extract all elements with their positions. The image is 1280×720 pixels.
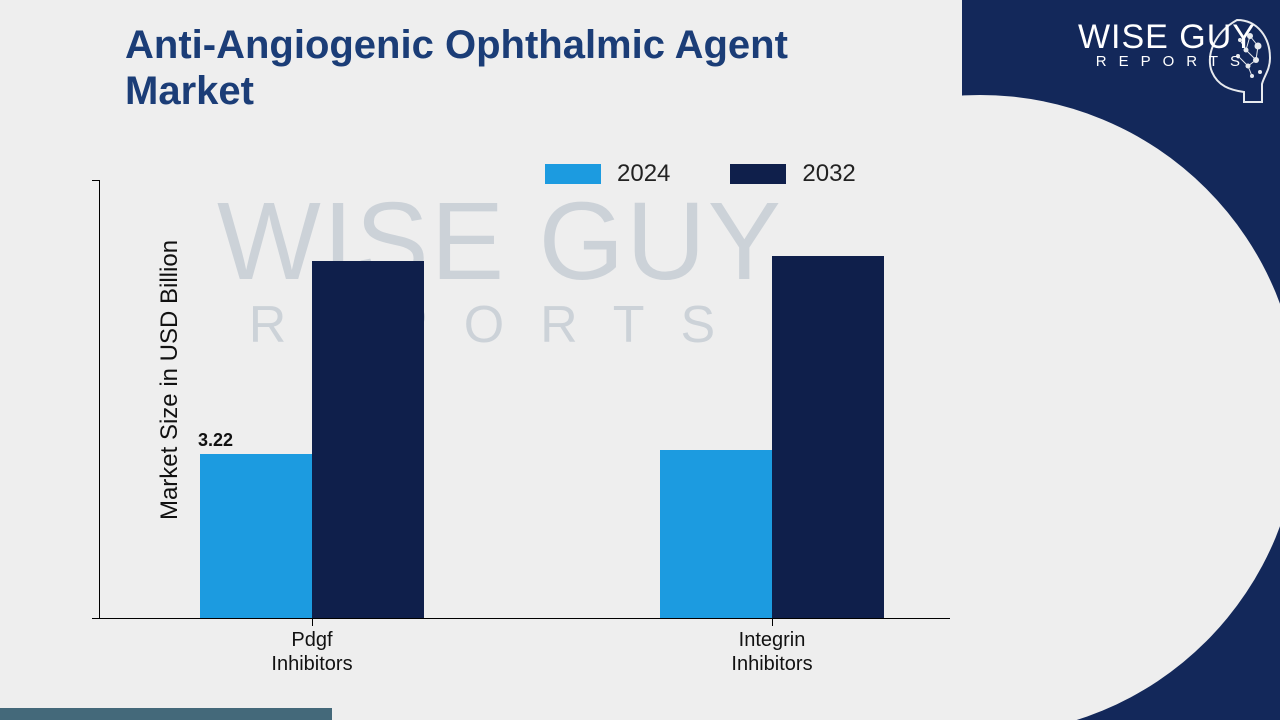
y-axis-tick-top bbox=[92, 180, 100, 181]
chart-title: Anti-Angiogenic Ophthalmic Agent Market bbox=[125, 22, 845, 114]
legend-item-2032: 2032 bbox=[730, 160, 855, 188]
category-label-0: PdgfInhibitors bbox=[232, 628, 392, 676]
bar bbox=[772, 256, 884, 618]
category-text-1: IntegrinInhibitors bbox=[731, 629, 812, 675]
category-tick-1 bbox=[772, 618, 773, 626]
chart-canvas: WISE GUY REPORTS Anti-Angiogenic Ophthal… bbox=[0, 0, 1280, 720]
y-axis-label: Market Size in USD Billion bbox=[156, 240, 184, 520]
category-text-0: PdgfInhibitors bbox=[271, 629, 352, 675]
y-axis-tick-bottom bbox=[92, 618, 100, 619]
legend-swatch-2024 bbox=[545, 164, 601, 184]
x-axis-line bbox=[100, 618, 950, 619]
category-label-1: IntegrinInhibitors bbox=[692, 628, 852, 676]
legend-swatch-2032 bbox=[730, 164, 786, 184]
bar bbox=[200, 454, 312, 618]
logo-sub-text: REPORTS bbox=[1078, 53, 1256, 70]
y-axis-line bbox=[99, 180, 100, 618]
brand-logo: WISE GUY REPORTS bbox=[1078, 18, 1256, 70]
legend: 2024 2032 bbox=[545, 160, 856, 188]
legend-label-2032: 2032 bbox=[802, 160, 855, 188]
legend-item-2024: 2024 bbox=[545, 160, 670, 188]
bar bbox=[312, 261, 424, 618]
decorative-circle bbox=[660, 95, 1280, 720]
logo-main-text: WISE GUY bbox=[1078, 18, 1256, 57]
legend-label-2024: 2024 bbox=[617, 160, 670, 188]
bar-value-label: 3.22 bbox=[198, 430, 233, 451]
category-tick-0 bbox=[312, 618, 313, 626]
bar bbox=[660, 450, 772, 618]
bottom-accent-bar bbox=[0, 708, 332, 720]
